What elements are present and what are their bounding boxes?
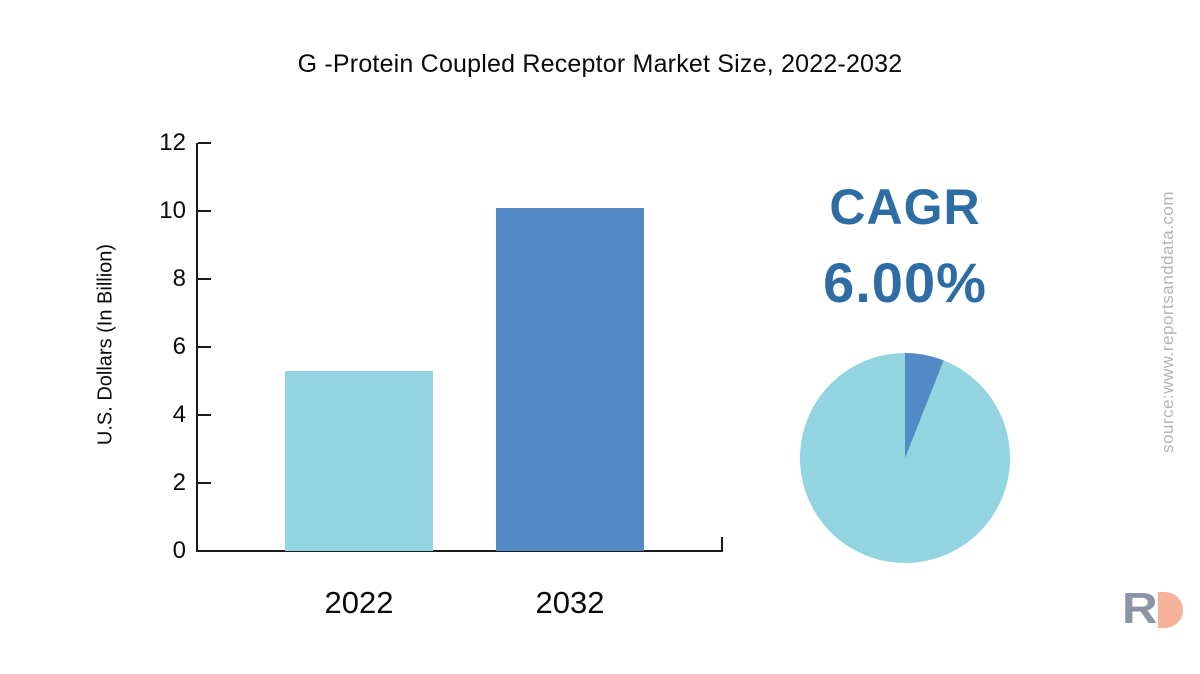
logo-d-shape bbox=[1158, 592, 1183, 628]
y-axis-title: U.S. Dollars (In Billion) bbox=[94, 243, 117, 446]
y-tick-label-2: 2 bbox=[172, 469, 186, 496]
bar-2032 bbox=[496, 208, 644, 551]
y-tick-4 bbox=[198, 414, 211, 416]
y-tick-12 bbox=[198, 142, 211, 144]
y-tick-label-10: 10 bbox=[159, 197, 186, 224]
cagr-label: CAGR bbox=[829, 179, 981, 235]
pie-chart bbox=[800, 353, 1010, 563]
y-tick-8 bbox=[198, 278, 211, 280]
y-tick-label-4: 4 bbox=[172, 401, 186, 428]
x-label-2022: 2022 bbox=[324, 585, 394, 620]
y-tick-6 bbox=[198, 346, 211, 348]
y-tick-label-0: 0 bbox=[172, 537, 186, 564]
y-tick-label-8: 8 bbox=[172, 265, 186, 292]
bar-2022 bbox=[285, 371, 433, 551]
y-tick-label-6: 6 bbox=[172, 333, 186, 360]
y-tick-10 bbox=[198, 210, 211, 212]
y-tick-label-12: 12 bbox=[159, 129, 186, 156]
x-label-2032: 2032 bbox=[535, 585, 605, 620]
y-tick-2 bbox=[198, 482, 211, 484]
chart-title: G -Protein Coupled Receptor Market Size,… bbox=[297, 50, 903, 78]
x-axis-end-tick bbox=[721, 537, 723, 551]
x-axis-line bbox=[196, 550, 723, 552]
cagr-value: 6.00% bbox=[823, 251, 987, 314]
logo-letter-r: R bbox=[1122, 584, 1158, 633]
reports-and-data-logo: R bbox=[1122, 584, 1192, 634]
y-axis-line bbox=[196, 143, 198, 552]
cagr-annotation: CAGR 6.00% bbox=[705, 178, 1105, 315]
source-note: source:www.reportsanddata.com bbox=[1158, 190, 1177, 454]
